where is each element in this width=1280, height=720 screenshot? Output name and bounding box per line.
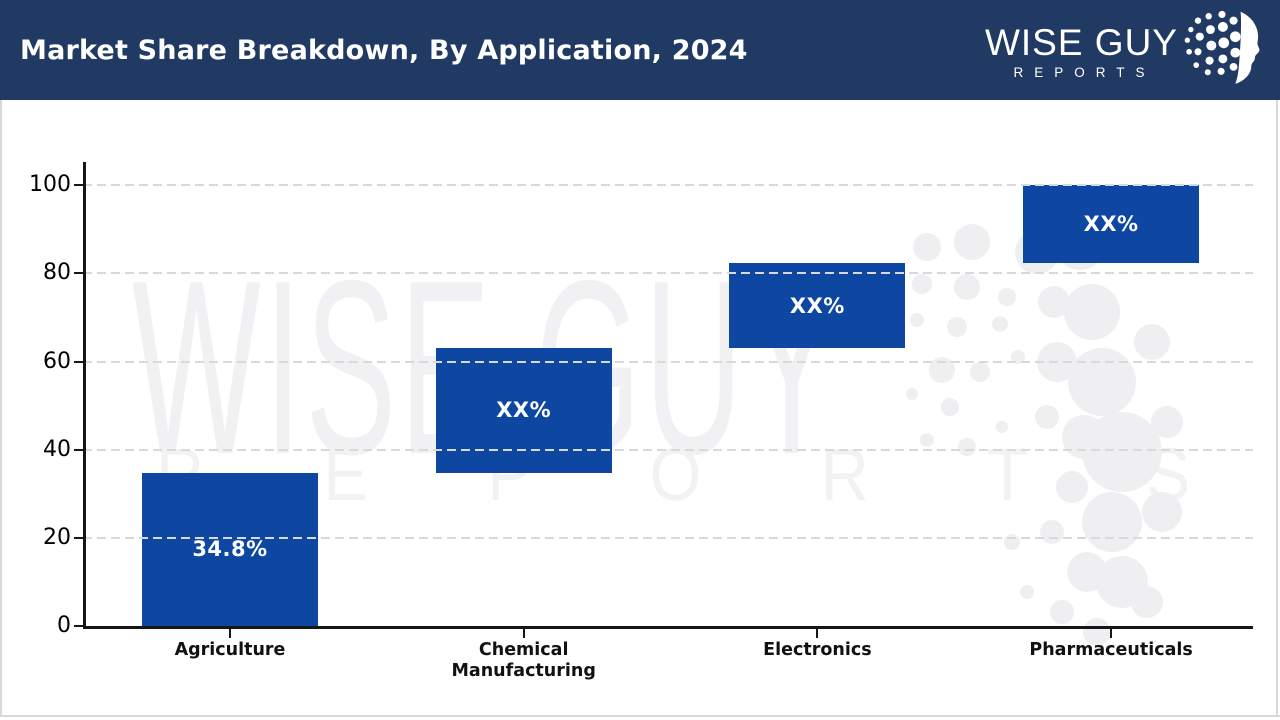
logo-wordmark: WISE GUY	[984, 22, 1178, 64]
bar-value-label-agriculture: 34.8%	[192, 537, 268, 562]
y-axis-tick-0	[74, 625, 83, 627]
x-axis-label-line: Pharmaceuticals	[1029, 640, 1193, 660]
gridline-20	[83, 536, 1253, 539]
y-axis-tick-100	[74, 184, 83, 187]
x-axis-label-pharmaceuticals: Pharmaceuticals	[996, 640, 1226, 661]
x-axis-label-chemical-manufacturing: Chemical Manufacturing	[409, 640, 639, 682]
bar-agriculture	[142, 472, 318, 626]
card-edge-left	[0, 100, 2, 716]
card-edge-bottom	[0, 715, 1280, 717]
y-axis-tick-label-80: 80	[43, 260, 71, 286]
x-axis-tick-electronics	[816, 628, 819, 638]
card-edge-right	[1276, 100, 1278, 716]
bar-electronics	[729, 263, 906, 349]
y-axis-line	[83, 162, 86, 628]
x-axis-label-electronics: Electronics	[702, 640, 932, 661]
gridline-60	[83, 360, 1253, 363]
y-axis-tick-label-20: 20	[43, 524, 71, 550]
y-axis-tick-label-100: 100	[29, 172, 71, 198]
bar-value-label-pharmaceuticals: XX%	[1083, 212, 1139, 237]
logo-face-icon	[1184, 10, 1260, 84]
x-axis-tick-agriculture	[229, 628, 231, 638]
header-bar: Market Share Breakdown, By Application, …	[0, 0, 1280, 100]
x-axis-label-line: Agriculture	[174, 640, 286, 660]
x-axis-tick-chemical-manufacturing	[522, 628, 525, 638]
x-axis-label-agriculture: Agriculture	[115, 640, 345, 661]
x-axis-label-line: Manufacturing	[451, 661, 596, 681]
x-axis-tick-pharmaceuticals	[1110, 628, 1113, 638]
y-axis-tick-80	[74, 272, 83, 275]
x-axis-line	[83, 626, 1253, 629]
gridline-100	[83, 184, 1253, 187]
y-axis-tick-20	[74, 536, 83, 539]
x-axis-label-line: Chemical	[478, 640, 569, 660]
page-title: Market Share Breakdown, By Application, …	[20, 34, 748, 66]
y-axis-tick-label-60: 60	[43, 348, 71, 374]
logo-subtext: REPORTS	[1013, 65, 1156, 81]
y-axis-tick-40	[74, 448, 83, 451]
logo-wordmark-block: WISE GUY REPORTS	[985, 24, 1178, 80]
y-axis-tick-label-40: 40	[43, 436, 71, 462]
x-axis-label-line: Electronics	[763, 640, 872, 660]
bar-value-label-chemical-manufacturing: XX%	[496, 398, 552, 423]
gridline-40	[83, 448, 1253, 451]
y-axis-tick-60	[74, 360, 83, 363]
bar-value-label-electronics: XX%	[789, 293, 845, 318]
y-axis-tick-label-0: 0	[57, 613, 71, 638]
bar-chemical-manufacturing	[435, 348, 612, 473]
gridline-80	[83, 272, 1253, 275]
wiseguy-logo: WISE GUY REPORTS	[985, 7, 1262, 93]
